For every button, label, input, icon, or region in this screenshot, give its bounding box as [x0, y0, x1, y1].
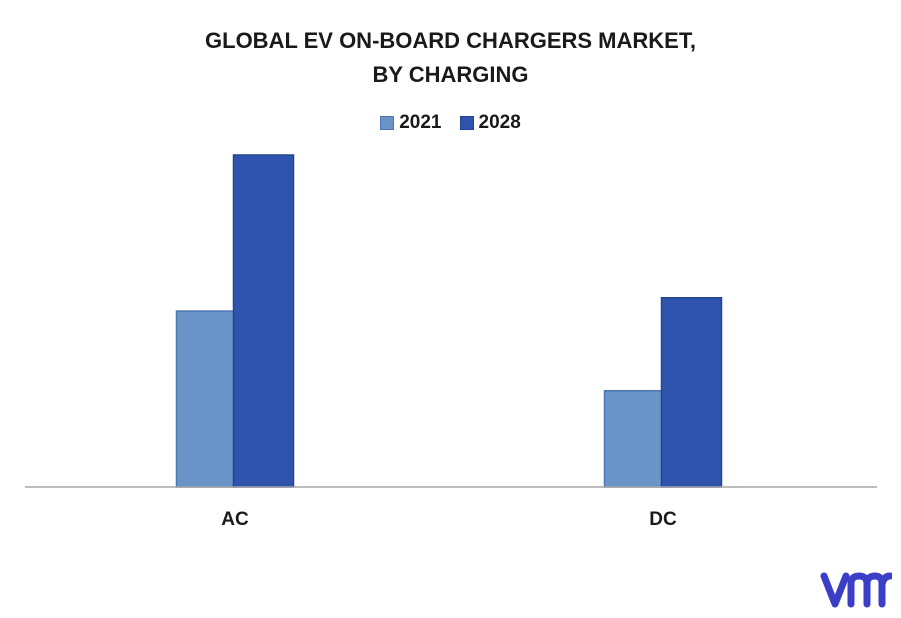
- legend-item-2021: 2021: [380, 112, 442, 134]
- chart-title-line-1: GLOBAL EV ON-BOARD CHARGERS MARKET,: [205, 28, 696, 53]
- legend-item-2028: 2028: [459, 112, 521, 134]
- x-tick-label-dc: DC: [649, 509, 677, 530]
- legend-swatch-2028: [459, 116, 474, 130]
- x-tick-label-ac: AC: [221, 509, 249, 530]
- chart-title: GLOBAL EV ON-BOARD CHARGERS MARKET, BY C…: [0, 24, 901, 92]
- chart-title-line-2: BY CHARGING: [372, 62, 529, 87]
- bar-ac-2021: [175, 310, 238, 488]
- legend-label-2021: 2021: [399, 112, 442, 133]
- bar-ac-2028: [232, 154, 295, 488]
- legend: 2021 2028: [0, 112, 901, 134]
- bar-dc-2028: [660, 297, 723, 488]
- bar-dc-2021: [603, 389, 666, 488]
- legend-swatch-2021: [380, 116, 395, 130]
- legend-label-2028: 2028: [478, 112, 521, 133]
- vmr-logo-icon: [820, 572, 892, 608]
